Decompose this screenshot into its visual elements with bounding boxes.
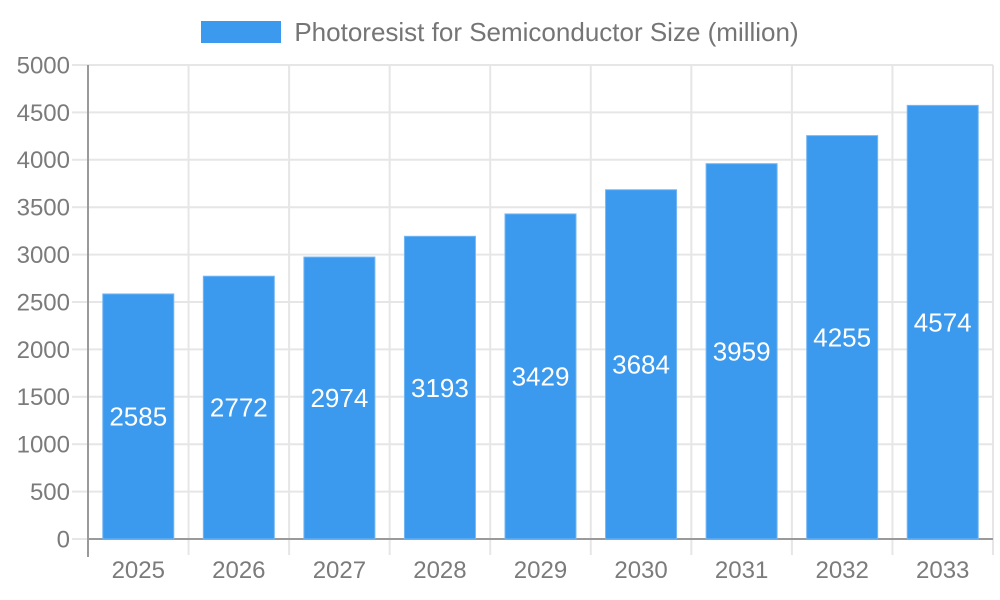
bar-2027[interactable] [303,256,376,540]
x-tick-label: 2025 [112,557,165,584]
bar-value-label: 3429 [512,362,570,392]
bar-value-label: 3684 [612,349,670,379]
legend-label: Photoresist for Semiconductor Size (mill… [294,17,799,47]
bar-value-label: 4255 [813,322,871,352]
y-tick-label: 2500 [17,289,70,316]
bar-value-label: 2974 [310,383,368,413]
bar-value-label: 4574 [914,307,972,337]
bar-value-label: 3959 [713,336,771,366]
x-tick-label: 2027 [313,557,366,584]
x-tick-label: 2028 [413,557,466,584]
y-tick-label: 4000 [17,147,70,174]
y-tick-label: 3000 [17,242,70,269]
y-tick-label: 2000 [17,337,70,364]
y-tick-label: 1500 [17,384,70,411]
x-tick-label: 2030 [614,557,667,584]
bar-2028[interactable] [403,235,476,540]
x-tick-label: 2031 [715,557,768,584]
x-tick-label: 2029 [514,557,567,584]
y-tick-label: 3500 [17,195,70,222]
y-tick-label: 1000 [17,432,70,459]
y-tick-label: 5000 [17,52,70,79]
bar-value-label: 2585 [109,402,167,432]
legend[interactable]: Photoresist for Semiconductor Size (mill… [0,10,1000,54]
bar-2025[interactable] [102,293,175,540]
x-tick-label: 2033 [916,557,969,584]
y-tick-label: 0 [57,526,70,553]
bar-value-label: 3193 [411,373,469,403]
bar-2031[interactable] [705,163,778,540]
x-tick-label: 2026 [212,557,265,584]
bar-2029[interactable] [504,213,577,540]
bar-value-label: 2772 [210,393,268,423]
bar-2030[interactable] [605,189,678,540]
bar-2032[interactable] [806,135,879,540]
bar-2026[interactable] [202,275,275,540]
x-tick-label: 2032 [815,557,868,584]
legend-swatch [201,21,282,43]
bar-2033[interactable] [906,104,979,540]
y-tick-label: 4500 [17,100,70,127]
y-tick-label: 500 [30,479,70,506]
